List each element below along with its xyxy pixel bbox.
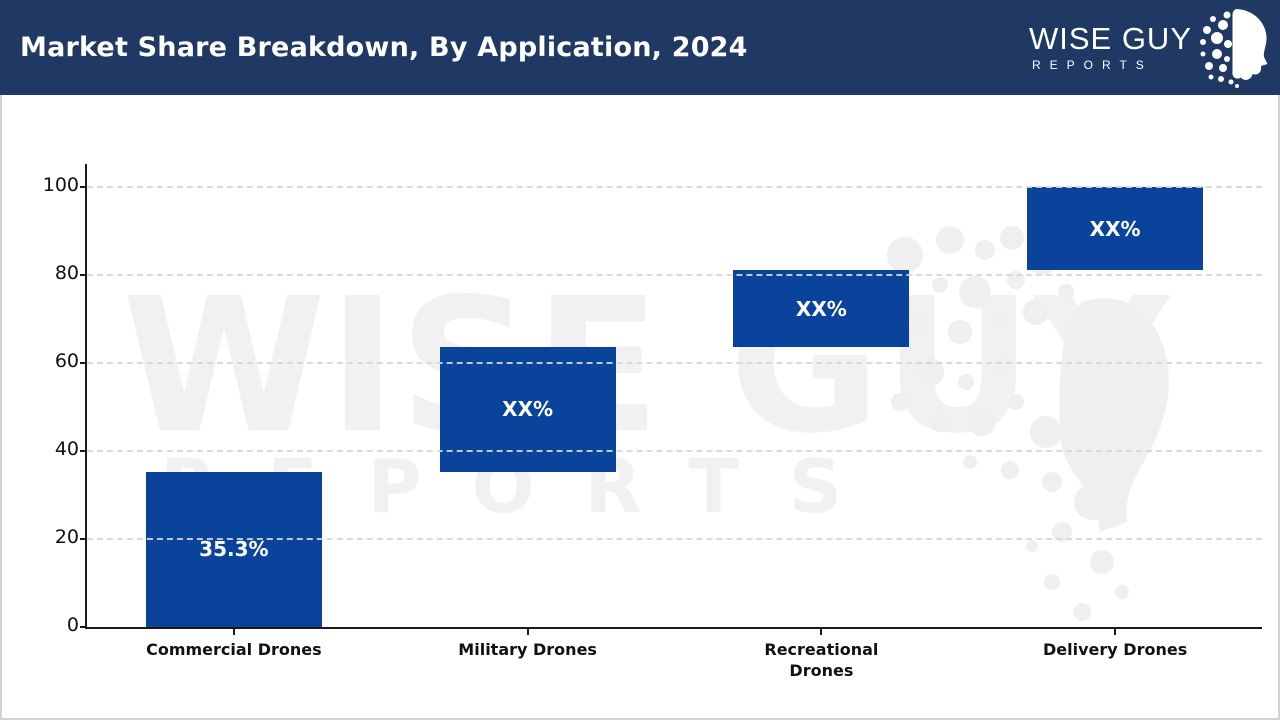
gridline xyxy=(87,186,1262,188)
y-tick-mark xyxy=(80,538,87,540)
x-tick-label: Commercial Drones xyxy=(146,640,322,659)
bar-segment-3: XX% xyxy=(1027,187,1204,271)
y-tick-label: 100 xyxy=(42,174,79,196)
x-tick-mark xyxy=(1114,627,1117,635)
x-tick-label: Military Drones xyxy=(458,640,597,659)
logo-head-icon xyxy=(1200,8,1268,88)
chart-title: Market Share Breakdown, By Application, … xyxy=(20,32,748,63)
bar-value-label: XX% xyxy=(1089,216,1141,241)
logo-wordmark: WISE GUY xyxy=(1028,21,1192,56)
bar-value-label: 35.3% xyxy=(199,537,269,562)
gridline xyxy=(87,274,1262,276)
header-bar: Market Share Breakdown, By Application, … xyxy=(0,0,1280,95)
y-tick-mark xyxy=(80,274,87,276)
bar-segment-1: XX% xyxy=(439,347,616,472)
x-tick-label: Delivery Drones xyxy=(1043,640,1188,659)
x-axis-line xyxy=(85,627,1262,629)
y-tick-mark xyxy=(80,186,87,188)
x-tick-label: Recreational Drones xyxy=(764,640,879,680)
wiseguy-logo: WISE GUY REPORTS xyxy=(1029,6,1270,90)
gridline xyxy=(87,450,1262,452)
bar-value-label: XX% xyxy=(795,296,847,321)
x-tick-mark xyxy=(526,627,529,635)
bar-segment-2: XX% xyxy=(733,270,910,348)
y-tick-mark xyxy=(80,450,87,452)
y-tick-label: 80 xyxy=(54,262,79,284)
y-tick-label: 0 xyxy=(66,614,79,636)
logo-text: WISE GUY REPORTS xyxy=(1029,23,1192,72)
x-tick-mark xyxy=(820,627,823,635)
y-tick-mark xyxy=(80,362,87,364)
logo-subtext: REPORTS xyxy=(1031,58,1153,72)
y-tick-label: 40 xyxy=(54,438,79,460)
gridline xyxy=(87,538,1262,540)
y-tick-label: 60 xyxy=(54,350,79,372)
y-axis-line xyxy=(85,164,87,629)
y-tick-label: 20 xyxy=(54,526,79,548)
bar-segment-0: 35.3% xyxy=(145,471,322,627)
y-tick-mark xyxy=(80,626,87,628)
bar-value-label: XX% xyxy=(502,397,554,422)
gridline xyxy=(87,362,1262,364)
x-tick-mark xyxy=(232,627,235,635)
